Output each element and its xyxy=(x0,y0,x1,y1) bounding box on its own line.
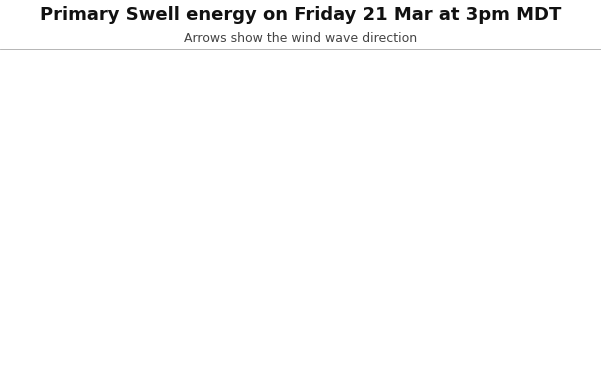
Text: Arrows show the wind wave direction: Arrows show the wind wave direction xyxy=(184,32,417,45)
Text: Primary Swell energy on Friday 21 Mar at 3pm MDT: Primary Swell energy on Friday 21 Mar at… xyxy=(40,6,561,24)
Text: cartopy not available: cartopy not available xyxy=(227,203,374,216)
